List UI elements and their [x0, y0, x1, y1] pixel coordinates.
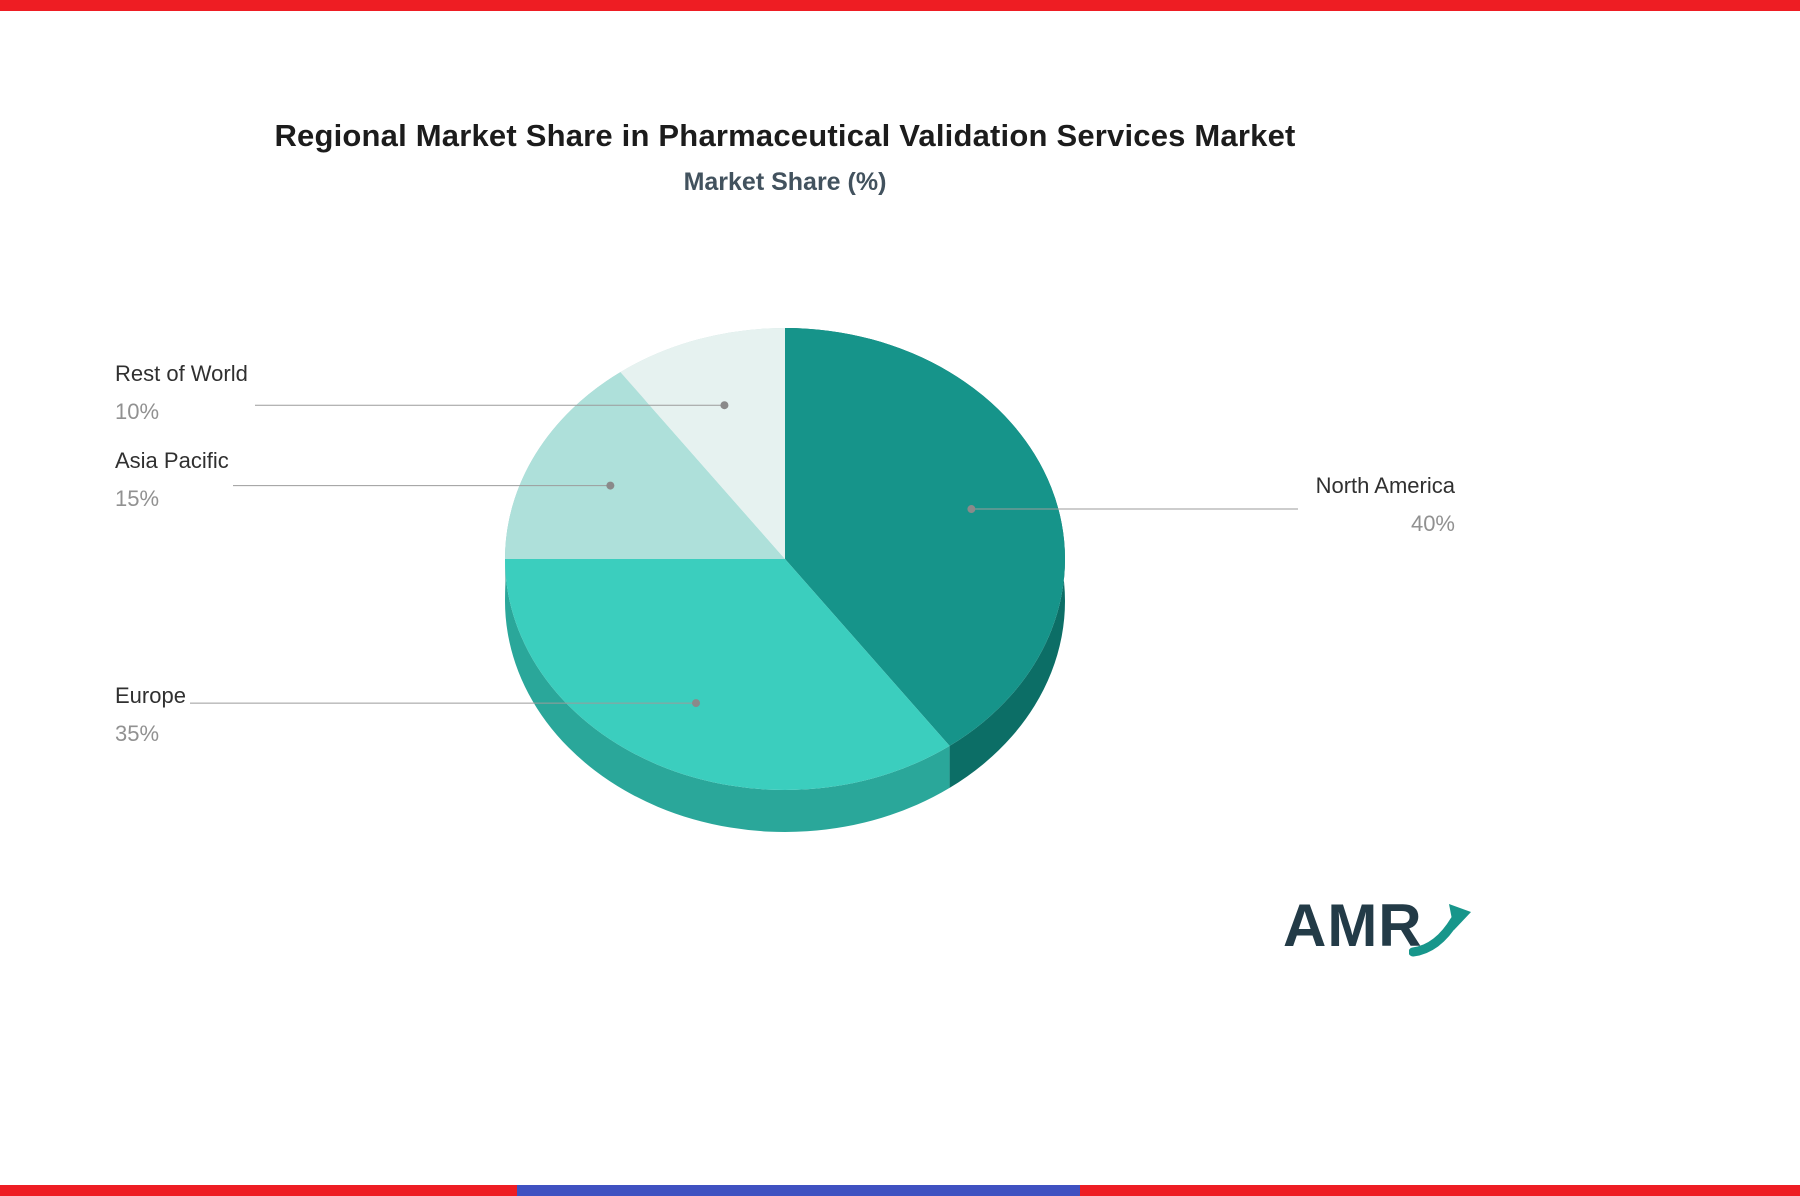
chart-title: Regional Market Share in Pharmaceutical …: [274, 118, 1296, 153]
bottom-edge-bar-mid: [517, 1185, 1080, 1196]
top-edge-bar: [0, 0, 1800, 11]
slice-name: Rest of World: [115, 361, 248, 386]
slice-value: 40%: [1410, 511, 1455, 536]
slice-value: 10%: [115, 399, 160, 424]
bottom-edge-bar-right: [1080, 1185, 1800, 1196]
slice-value: 35%: [115, 721, 160, 746]
slice-name: North America: [1315, 473, 1455, 498]
label-asia-pacific: Asia Pacific 15%: [115, 448, 229, 512]
slice-name: Asia Pacific: [115, 448, 229, 473]
label-rest-of-world: Rest of World 10%: [115, 361, 248, 425]
label-north-america: North America 40%: [1316, 473, 1455, 537]
trend-up-arrow-icon: [1408, 904, 1471, 957]
amr-logo-text: AMR: [1283, 892, 1423, 959]
chart-subtitle: Market Share (%): [683, 168, 887, 196]
amr-logo: AMR: [1283, 896, 1473, 960]
label-europe: Europe 35%: [115, 683, 186, 747]
slice-name: Europe: [115, 683, 186, 708]
bottom-edge-bar-left: [0, 1185, 517, 1196]
slice-value: 15%: [115, 486, 160, 511]
